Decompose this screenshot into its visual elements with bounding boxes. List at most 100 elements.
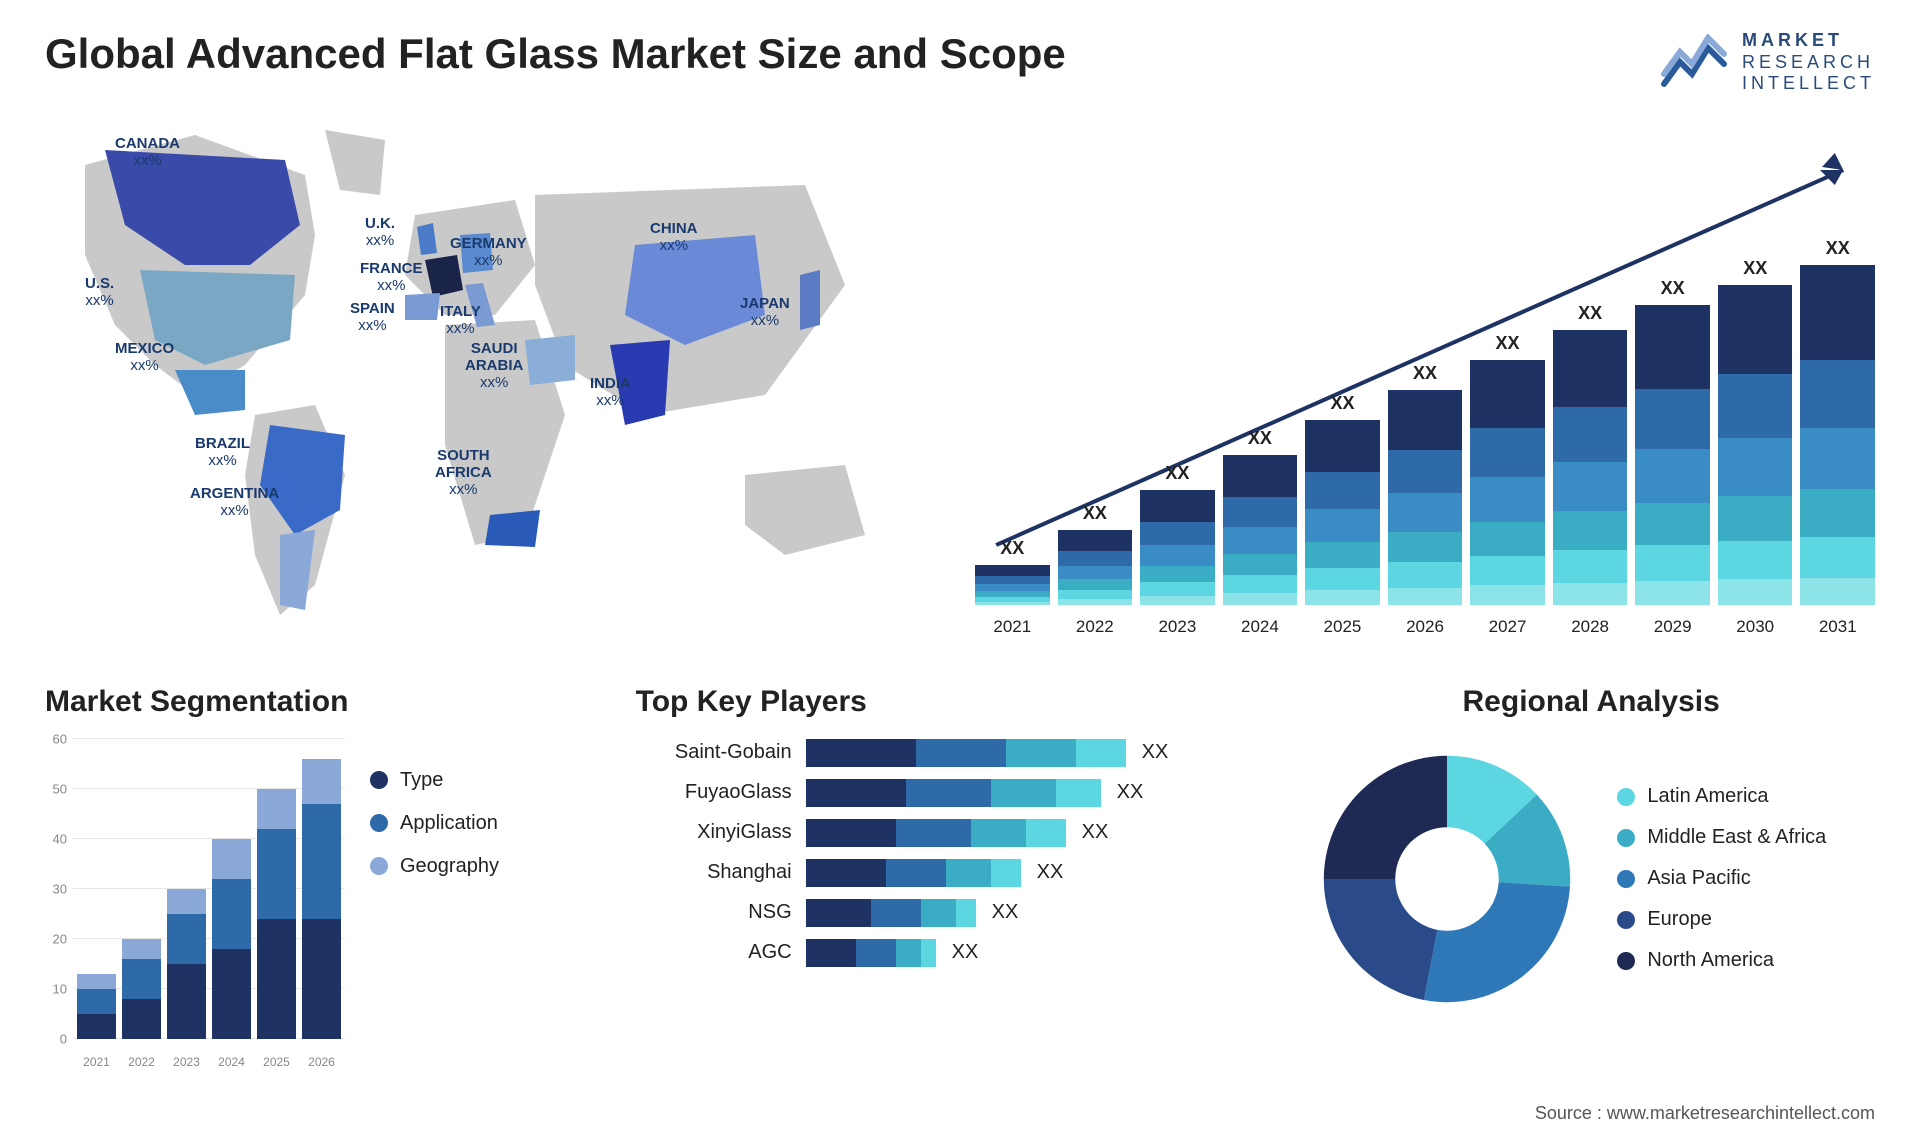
player-bar <box>806 939 936 967</box>
page-title: Global Advanced Flat Glass Market Size a… <box>45 30 1066 78</box>
players-chart: Saint-GobainXXFuyaoGlassXXXinyiGlassXXSh… <box>636 739 1258 967</box>
player-value: XX <box>1117 781 1144 804</box>
seg-year-label: 2023 <box>167 1055 206 1069</box>
growth-chart: XXXXXXXXXXXXXXXXXXXXXX 20212022202320242… <box>975 115 1875 645</box>
growth-bar-label: XX <box>1496 333 1520 354</box>
growth-bar-label: XX <box>1578 303 1602 324</box>
seg-bar-2025 <box>257 789 296 1039</box>
seg-bar-2022 <box>122 939 161 1039</box>
map-label-saudi-arabia: SAUDIARABIAxx% <box>465 340 523 392</box>
growth-bar-2022: XX <box>1058 503 1133 605</box>
player-bar <box>806 819 1066 847</box>
regional-panel: Regional Analysis Latin AmericaMiddle Ea… <box>1307 685 1875 1069</box>
region-legend-item: Latin America <box>1617 785 1826 808</box>
growth-bar-label: XX <box>1165 463 1189 484</box>
seg-bar-2024 <box>212 839 251 1039</box>
growth-year-label: 2024 <box>1223 617 1298 637</box>
player-name: XinyiGlass <box>636 821 806 844</box>
regional-donut-chart <box>1307 739 1587 1019</box>
region-legend-item: Europe <box>1617 908 1826 931</box>
player-bar <box>806 739 1126 767</box>
logo-line1: MARKET <box>1742 30 1875 52</box>
seg-bar-2021 <box>77 974 116 1039</box>
player-name: AGC <box>636 941 806 964</box>
player-name: Shanghai <box>636 861 806 884</box>
seg-y-tick: 20 <box>53 931 67 946</box>
map-label-south-africa: SOUTHAFRICAxx% <box>435 447 492 499</box>
seg-y-tick: 50 <box>53 781 67 796</box>
player-value: XX <box>1142 741 1169 764</box>
player-row: AGC XX <box>636 939 1258 967</box>
seg-year-label: 2022 <box>122 1055 161 1069</box>
growth-bar-2025: XX <box>1305 393 1380 605</box>
growth-bar-2031: XX <box>1800 238 1875 605</box>
seg-y-tick: 60 <box>53 731 67 746</box>
logo-line3: INTELLECT <box>1742 73 1875 95</box>
seg-year-label: 2026 <box>302 1055 341 1069</box>
player-row: XinyiGlass XX <box>636 819 1258 847</box>
map-label-canada: CANADAxx% <box>115 135 180 170</box>
region-legend-item: North America <box>1617 949 1826 972</box>
seg-year-label: 2024 <box>212 1055 251 1069</box>
map-label-japan: JAPANxx% <box>740 295 790 330</box>
segmentation-title: Market Segmentation <box>45 685 586 719</box>
player-value: XX <box>952 941 979 964</box>
map-label-italy: ITALYxx% <box>440 303 481 338</box>
map-label-u-s-: U.S.xx% <box>85 275 114 310</box>
map-label-germany: GERMANYxx% <box>450 235 527 270</box>
world-map-panel: CANADAxx% U.S.xx% MEXICOxx% BRAZILxx% ARGENT… <box>45 115 915 645</box>
growth-year-label: 2021 <box>975 617 1050 637</box>
player-name: NSG <box>636 901 806 924</box>
player-row: FuyaoGlassXX <box>636 779 1258 807</box>
player-row: Saint-Gobain XX <box>636 739 1258 767</box>
player-value: XX <box>1082 821 1109 844</box>
growth-bar-label: XX <box>1248 428 1272 449</box>
growth-year-label: 2028 <box>1553 617 1628 637</box>
growth-bar-label: XX <box>1413 363 1437 384</box>
growth-year-label: 2029 <box>1635 617 1710 637</box>
player-bar <box>806 899 976 927</box>
segmentation-chart: 0102030405060 202120222023202420252026 <box>45 739 345 1069</box>
segmentation-legend: TypeApplicationGeography <box>370 769 499 1069</box>
segmentation-panel: Market Segmentation 0102030405060 202120… <box>45 685 586 1069</box>
growth-bar-label: XX <box>1083 503 1107 524</box>
map-label-spain: SPAINxx% <box>350 300 395 335</box>
seg-bar-2026 <box>302 759 341 1039</box>
seg-year-label: 2021 <box>77 1055 116 1069</box>
growth-bar-label: XX <box>1330 393 1354 414</box>
growth-bar-2030: XX <box>1718 258 1793 605</box>
player-bar <box>806 859 1021 887</box>
growth-bar-label: XX <box>1826 238 1850 259</box>
player-row: Shanghai XX <box>636 859 1258 887</box>
players-title: Top Key Players <box>636 685 1258 719</box>
regional-title: Regional Analysis <box>1307 685 1875 719</box>
seg-legend-item: Application <box>370 812 499 835</box>
player-row: NSG XX <box>636 899 1258 927</box>
map-label-u-k-: U.K.xx% <box>365 215 395 250</box>
map-label-brazil: BRAZILxx% <box>195 435 250 470</box>
player-value: XX <box>992 901 1019 924</box>
map-label-mexico: MEXICOxx% <box>115 340 174 375</box>
growth-bar-2023: XX <box>1140 463 1215 605</box>
player-value: XX <box>1037 861 1064 884</box>
growth-year-label: 2022 <box>1058 617 1133 637</box>
growth-bar-label: XX <box>1743 258 1767 279</box>
map-label-china: CHINAxx% <box>650 220 698 255</box>
growth-bar-label: XX <box>1661 278 1685 299</box>
source-label: Source : www.marketresearchintellect.com <box>1535 1103 1875 1124</box>
growth-year-label: 2025 <box>1305 617 1380 637</box>
seg-legend-item: Geography <box>370 855 499 878</box>
player-name: Saint-Gobain <box>636 741 806 764</box>
donut-slice <box>1324 756 1447 879</box>
seg-y-tick: 30 <box>53 881 67 896</box>
map-label-argentina: ARGENTINAxx% <box>190 485 279 520</box>
growth-bar-2027: XX <box>1470 333 1545 605</box>
players-panel: Top Key Players Saint-GobainXXFuyaoGlass… <box>636 685 1258 1069</box>
region-legend-item: Asia Pacific <box>1617 867 1826 890</box>
growth-bar-2028: XX <box>1553 303 1628 605</box>
logo-line2: RESEARCH <box>1742 52 1875 74</box>
map-label-india: INDIAxx% <box>590 375 631 410</box>
growth-year-label: 2026 <box>1388 617 1463 637</box>
growth-bar-2024: XX <box>1223 428 1298 605</box>
player-bar <box>806 779 1101 807</box>
